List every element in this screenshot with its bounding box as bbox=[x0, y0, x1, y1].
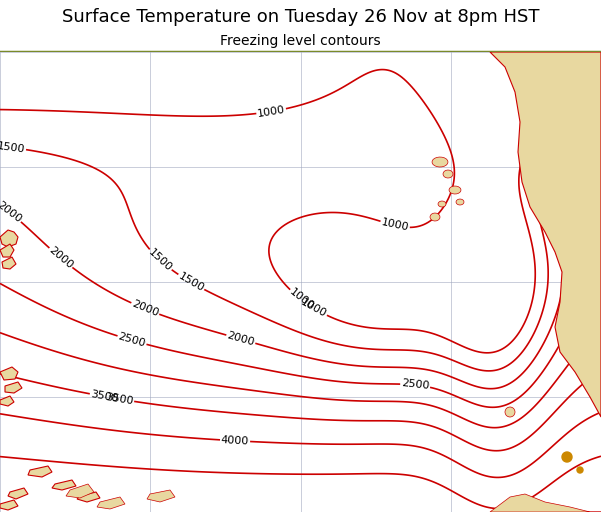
Text: 1500: 1500 bbox=[0, 141, 26, 154]
Polygon shape bbox=[147, 490, 175, 502]
Text: Surface Temperature on Tuesday 26 Nov at 8pm HST: Surface Temperature on Tuesday 26 Nov at… bbox=[62, 8, 539, 26]
Polygon shape bbox=[5, 382, 22, 393]
Circle shape bbox=[562, 452, 572, 462]
Text: 1000: 1000 bbox=[257, 104, 286, 119]
Polygon shape bbox=[430, 213, 440, 221]
Text: 4000: 4000 bbox=[221, 435, 249, 446]
Polygon shape bbox=[0, 500, 18, 510]
Polygon shape bbox=[432, 157, 448, 167]
Polygon shape bbox=[28, 466, 52, 477]
Text: 1000: 1000 bbox=[299, 297, 329, 319]
Text: 1500: 1500 bbox=[177, 271, 206, 294]
Polygon shape bbox=[77, 492, 100, 502]
Polygon shape bbox=[0, 230, 18, 247]
Text: 2000: 2000 bbox=[226, 331, 255, 348]
Text: 2000: 2000 bbox=[0, 200, 23, 225]
Text: 1500: 1500 bbox=[147, 247, 174, 273]
Polygon shape bbox=[490, 52, 601, 417]
Polygon shape bbox=[490, 494, 601, 512]
Text: 2500: 2500 bbox=[117, 332, 147, 349]
Circle shape bbox=[577, 467, 583, 473]
Text: 3500: 3500 bbox=[105, 392, 134, 406]
Polygon shape bbox=[8, 488, 28, 499]
Polygon shape bbox=[0, 244, 14, 257]
Text: 3500: 3500 bbox=[90, 389, 119, 404]
Polygon shape bbox=[97, 497, 125, 509]
Polygon shape bbox=[456, 199, 464, 205]
Text: 2500: 2500 bbox=[401, 378, 430, 392]
Polygon shape bbox=[0, 367, 18, 380]
Polygon shape bbox=[0, 396, 14, 406]
Text: 2000: 2000 bbox=[47, 245, 75, 271]
Text: 2000: 2000 bbox=[130, 299, 160, 319]
Polygon shape bbox=[449, 186, 461, 194]
Polygon shape bbox=[2, 257, 16, 269]
Polygon shape bbox=[52, 480, 76, 490]
Text: 1000: 1000 bbox=[380, 218, 410, 233]
Text: Freezing level contours: Freezing level contours bbox=[220, 34, 381, 48]
Polygon shape bbox=[66, 484, 94, 498]
Polygon shape bbox=[438, 201, 446, 207]
Circle shape bbox=[505, 407, 515, 417]
Text: 1000: 1000 bbox=[287, 287, 316, 312]
Polygon shape bbox=[443, 170, 453, 178]
